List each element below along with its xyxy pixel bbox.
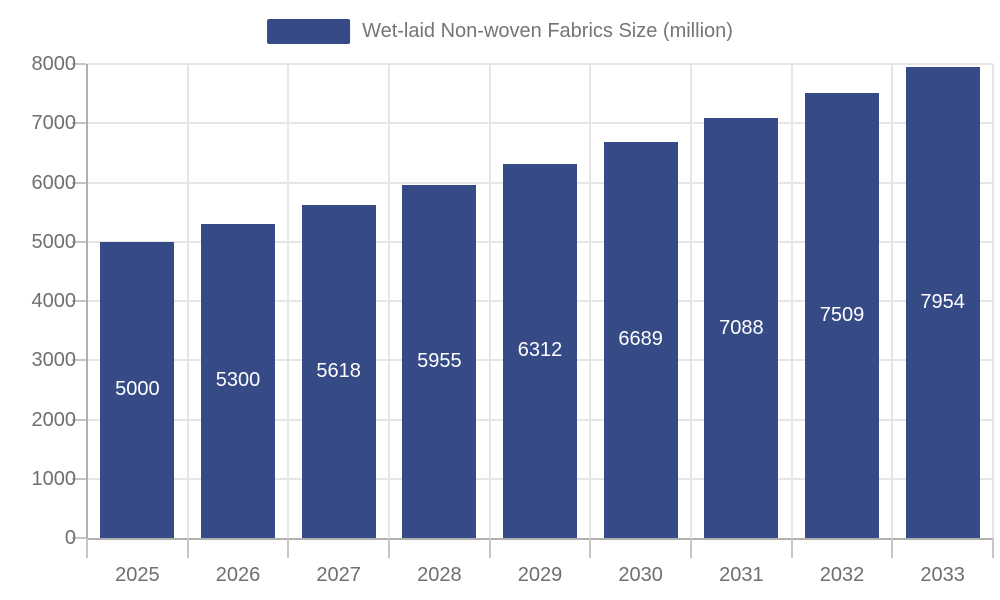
bar-value-label: 5618 — [316, 360, 361, 383]
x-axis-tick — [488, 538, 491, 558]
x-axis-tick-label: 2031 — [719, 564, 764, 586]
x-axis-tick — [891, 538, 894, 558]
plot-area: 5000 5300 5618 5955 6312 6689 7088 7509 7954 — [87, 63, 994, 538]
gridline-horizontal — [87, 122, 993, 125]
bar-2026[interactable]: 5300 — [201, 223, 275, 538]
x-axis-tick — [790, 538, 793, 558]
bar-2027[interactable]: 5618 — [301, 205, 376, 538]
y-axis-tick-label: 1000 — [31, 467, 77, 490]
gridline-vertical — [891, 64, 894, 538]
y-axis-tick-label: 8000 — [31, 53, 77, 75]
y-axis-tick-label: 2000 — [31, 408, 77, 431]
bar-2033[interactable]: 7954 — [905, 66, 980, 538]
y-axis-tick — [72, 418, 86, 421]
gridline-vertical — [992, 64, 994, 538]
y-axis-tick — [72, 359, 86, 362]
y-axis-tick-label: 3000 — [31, 349, 77, 372]
y-axis-tick — [72, 63, 86, 65]
y-axis-tick-label: 4000 — [31, 290, 77, 312]
gridline-vertical — [790, 64, 793, 538]
legend-swatch-icon — [267, 19, 351, 44]
y-axis-tick-label: 0 — [64, 527, 76, 549]
x-axis-tick-label: 2026 — [215, 564, 261, 586]
bar-value-label: 7509 — [819, 304, 865, 327]
y-axis-tick — [72, 240, 86, 243]
x-axis-line — [86, 538, 994, 540]
x-axis-tick — [86, 538, 88, 558]
y-axis-tick — [72, 537, 86, 539]
gridline-vertical — [186, 64, 189, 538]
y-axis-tick-label: 6000 — [31, 171, 77, 194]
gridline-horizontal — [87, 63, 993, 65]
bar-2028[interactable]: 5955 — [402, 185, 477, 538]
bar-2025[interactable]: 5000 — [100, 241, 175, 538]
gridline-vertical — [287, 64, 290, 538]
x-axis-tick — [287, 538, 290, 558]
bar-value-label: 6689 — [618, 328, 663, 351]
x-axis-tick-label: 2029 — [517, 564, 563, 586]
x-axis-tick-label: 2027 — [316, 564, 361, 586]
y-axis-tick — [72, 477, 86, 480]
y-axis-tick — [72, 122, 86, 125]
legend-label: Wet-laid Non-woven Fabrics Size (million… — [362, 20, 733, 42]
gridline-vertical — [488, 64, 491, 538]
bar-2031[interactable]: 7088 — [704, 118, 779, 538]
bar-value-label: 6312 — [517, 339, 563, 362]
bar-value-label: 7088 — [719, 316, 764, 339]
gridline-vertical — [589, 64, 592, 538]
x-axis-tick-label: 2030 — [618, 564, 663, 586]
x-axis-tick-label: 2025 — [115, 564, 160, 586]
x-axis-tick — [992, 538, 994, 558]
gridline-vertical — [690, 64, 692, 538]
bar-value-label: 5300 — [215, 369, 261, 392]
gridline-vertical — [388, 64, 390, 538]
y-axis-tick-label: 5000 — [31, 230, 77, 253]
bar-2030[interactable]: 6689 — [603, 141, 678, 538]
y-axis-tick — [72, 300, 86, 302]
bar-2029[interactable]: 6312 — [503, 164, 577, 538]
x-axis-tick-label: 2028 — [417, 564, 462, 586]
bar-value-label: 5000 — [115, 378, 160, 401]
legend-item[interactable]: Wet-laid Non-woven Fabrics Size (million… — [267, 19, 733, 44]
x-axis-tick — [589, 538, 592, 558]
x-axis-tick — [186, 538, 189, 558]
bar-value-label: 7954 — [920, 290, 965, 313]
y-axis-tick — [72, 181, 86, 184]
x-axis-tick — [690, 538, 692, 558]
x-axis-tick-label: 2033 — [920, 564, 965, 586]
bar-2032[interactable]: 7509 — [805, 93, 879, 538]
y-axis-tick-label: 7000 — [31, 112, 77, 135]
x-axis-tick — [388, 538, 390, 558]
x-axis-tick-label: 2032 — [819, 564, 865, 586]
bar-value-label: 5955 — [417, 350, 462, 373]
y-axis-line — [86, 64, 88, 558]
